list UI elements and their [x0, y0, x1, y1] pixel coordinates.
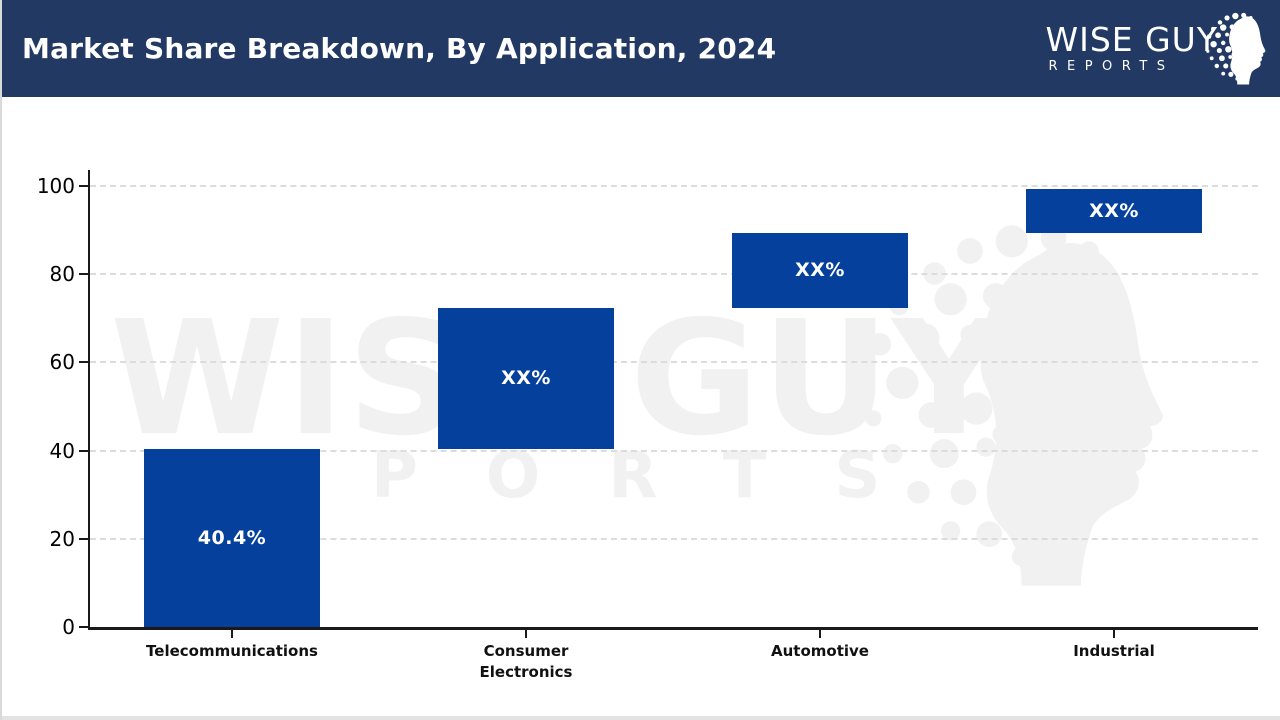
- gridline: [90, 361, 1258, 364]
- y-axis-line: [88, 170, 90, 630]
- x-tick-mark: [525, 630, 527, 638]
- bar-segment: XX%: [1026, 188, 1202, 233]
- x-tick-mark: [1113, 630, 1115, 638]
- chart-header: Market Share Breakdown, By Application, …: [2, 0, 1280, 97]
- dotted-head-icon: [1204, 12, 1268, 86]
- y-tick-mark: [79, 273, 88, 276]
- y-tick-mark: [79, 449, 88, 452]
- y-tick-mark: [79, 185, 88, 187]
- y-tick-mark: [79, 537, 88, 540]
- y-tick-mark: [79, 626, 88, 628]
- brand-logo-text: WISE GUY REPORTS: [1045, 20, 1218, 75]
- x-tick-label: Automotive: [710, 641, 930, 662]
- brand-subname: REPORTS: [1048, 59, 1175, 74]
- bar-segment: XX%: [438, 308, 614, 449]
- chart-canvas: WISE GUY REPORTS 0 20 40 60 80 100 Telecommuni…: [2, 97, 1280, 720]
- y-tick-label: 40: [49, 438, 75, 463]
- gridline: [90, 273, 1258, 276]
- bar-value-label: 40.4%: [197, 526, 267, 549]
- x-tick-label: Consumer Electronics: [416, 641, 636, 683]
- y-tick-label: 80: [49, 262, 75, 287]
- brand-logo: WISE GUY REPORTS: [1045, 0, 1268, 97]
- x-tick-mark: [819, 630, 821, 638]
- x-tick-label-line: Electronics: [479, 663, 573, 681]
- y-tick-label: 20: [49, 526, 75, 551]
- y-tick-label: 0: [62, 615, 75, 639]
- gridline: [90, 537, 1258, 540]
- x-tick-label: Telecommunications: [122, 641, 342, 662]
- x-tick-label-line: Automotive: [771, 642, 869, 660]
- gridline: [90, 449, 1258, 452]
- x-axis-line: [88, 627, 1258, 630]
- x-tick-label-line: Telecommunications: [146, 642, 318, 660]
- brand-name: WISE GUY: [1045, 20, 1218, 59]
- x-tick-label-line: Industrial: [1073, 642, 1155, 660]
- x-tick-label-line: Consumer: [483, 642, 569, 660]
- bar-value-label: XX%: [501, 367, 551, 390]
- gridline: [90, 185, 1258, 187]
- y-tick-mark: [79, 361, 88, 364]
- bar-value-label: XX%: [1089, 199, 1139, 222]
- x-tick-label: Industrial: [1004, 641, 1224, 662]
- x-tick-mark: [231, 630, 233, 638]
- bar-segment: 40.4%: [144, 448, 320, 627]
- page-title: Market Share Breakdown, By Application, …: [22, 32, 777, 65]
- y-tick-label: 60: [49, 350, 75, 375]
- y-tick-label: 100: [36, 174, 75, 198]
- bar-segment: XX%: [732, 232, 908, 309]
- bar-value-label: XX%: [795, 259, 845, 282]
